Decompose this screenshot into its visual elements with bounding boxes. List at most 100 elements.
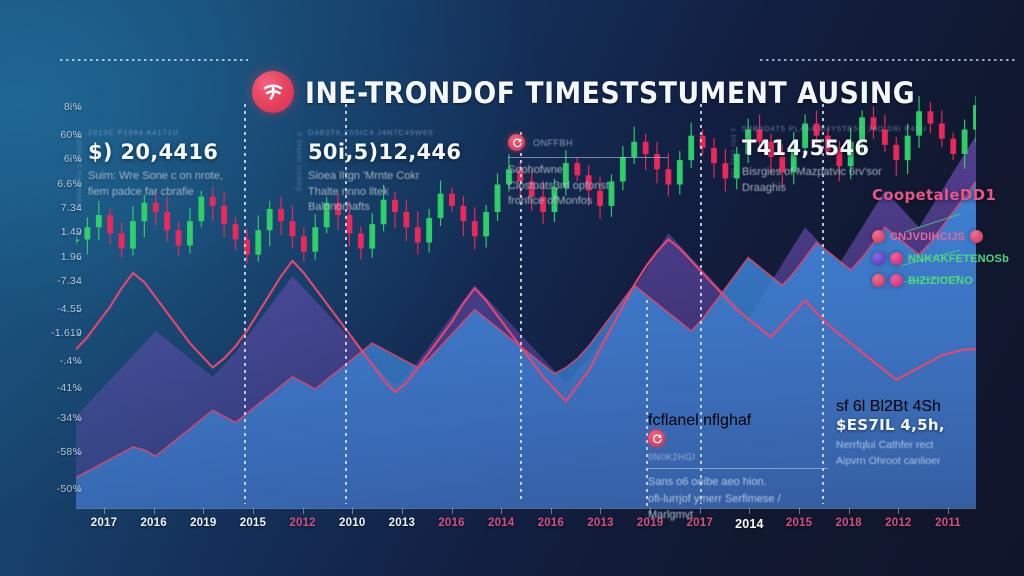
annotation-side-label: s hfrr rhsy rnt (729, 128, 736, 179)
x-axis-label: 2013 (388, 517, 416, 529)
x-axis-label: 2012 (289, 517, 316, 529)
callout-side-label: sf 6l Bl2Bt 4Sh (836, 398, 941, 415)
legend-rows: CNJVDIHCIJS NNKAKFETENOSb BIZIZIOENO (872, 230, 1009, 287)
y-axis-tick (76, 388, 81, 390)
x-axis-tick (252, 508, 254, 514)
refresh-circle-icon (648, 430, 665, 447)
callout-value: $ES7IL 4,5h, (836, 416, 945, 434)
legend-item[interactable]: BIZIZIOENO (872, 274, 1009, 287)
x-axis-tick (550, 508, 552, 514)
x-axis-label: 2013 (587, 517, 614, 529)
legend-marker-icon (890, 274, 903, 287)
annotation-line: Sioea lItgn 'Mrnte Cokr (308, 170, 420, 182)
annotation-line: Bisrgies of Mazpatvic 6rv'sor (742, 166, 882, 178)
chart-series-group (76, 96, 976, 508)
annotation-value: $) 20,4416 (88, 140, 219, 164)
y-axis-label: -50% (56, 482, 82, 495)
x-axis-tick (699, 508, 701, 514)
callout-line: Marlgmvt (648, 509, 694, 521)
area-blue (76, 181, 976, 508)
annotation-line: Suim: Wre Sone c on nrote, (88, 170, 223, 182)
annotation-card-1: Mulfimd fl tnyfrorahg 2013C P1984 A4171U… (75, 128, 223, 208)
y-axis-tick (76, 135, 81, 137)
chart-divider-line (244, 104, 246, 504)
y-axis-tick (76, 233, 81, 235)
x-axis-label: 2015 (785, 517, 813, 529)
chart-divider-line (700, 104, 702, 504)
legend-item[interactable]: CNJVDIHCIJS (872, 230, 1009, 243)
annotation-card-2: fl Sfanel lcninhg D4B3T5,2S5IC4 J4N7C49W… (295, 128, 461, 216)
x-axis-tick (948, 508, 949, 514)
callout-tag: 0N0K2HGI (648, 452, 696, 462)
y-axis-label: 60% (60, 128, 82, 141)
y-axis: 8i% 60% 6i% 6.6% 7.34 1.49 1.96 -7.34 -4.55 -1.61… (38, 96, 82, 508)
y-axis-tick (76, 257, 81, 259)
annotation-divider (508, 157, 668, 158)
annotation-line: Draaghis (742, 181, 787, 194)
y-axis-label: 1.96 (60, 250, 82, 263)
legend-item[interactable]: NNKAKFETENOSb (872, 252, 1009, 265)
annotation-line: Balonorhafts (308, 201, 370, 214)
x-axis-tick (650, 508, 652, 514)
x-axis-label: 2015 (239, 517, 267, 529)
x-axis-tick (352, 508, 354, 514)
x-axis-tick (600, 508, 602, 514)
legend-marker-trailing-icon (969, 230, 983, 243)
x-axis-tick (898, 508, 900, 514)
legend-marker-icon (872, 274, 885, 287)
bottom-callout: fcflanel nflghaf 0N0K2HGI Sans o6 oeibe … (648, 412, 828, 524)
annotation-card-4: s hfrr rhsy rnt S4B3D4T5 PL4A4 M4Y5TE5C … (729, 124, 927, 196)
y-axis-tick (76, 361, 81, 363)
x-axis-label: 2018 (835, 517, 862, 529)
x-axis-label: 2016 (140, 517, 167, 529)
callout-line: Aipvrn Ohroot canlioer (836, 454, 941, 467)
y-axis-label: 6.6% (57, 177, 82, 190)
y-axis-tick (76, 108, 81, 110)
legend-title: CoopetaleDD1 (872, 186, 997, 204)
annotation-line: fronfice ofMonfos (508, 195, 593, 208)
chart-divider-line (646, 300, 648, 508)
refresh-circle-icon (508, 134, 525, 151)
y-axis-label: -.4% (59, 354, 82, 367)
y-axis-label: -4.55 (57, 302, 82, 315)
chart-divider-line (345, 104, 347, 504)
legend-marker-icon (890, 252, 903, 265)
annotation-tag: ONFFBH (533, 137, 573, 148)
x-axis-tick (799, 508, 801, 514)
y-axis-tick (76, 208, 81, 210)
annotation-line: Thalte nnno lltek (308, 185, 389, 198)
callout-line: Nerrfqlui Cathfer rect (836, 439, 934, 451)
callout-line: ofi-lurrjof ymerr Serfimese / (648, 492, 781, 505)
x-axis-label: 2017 (686, 517, 713, 529)
line-primary-pink (76, 238, 976, 403)
x-axis-label: 2017 (90, 517, 118, 529)
header-rule-left (60, 59, 248, 61)
x-axis-label: 2016 (438, 517, 465, 529)
x-axis-tick (749, 508, 751, 514)
y-axis-tick (76, 453, 81, 455)
y-axis-tick (76, 282, 81, 284)
annotation-line: Clostoats3rd opfonst (508, 179, 609, 192)
x-axis-label: 2011 (935, 517, 961, 529)
legend-connector (901, 275, 961, 283)
y-axis-tick (76, 184, 81, 186)
x-axis-label: 2014 (487, 517, 515, 529)
chart-divider-line (822, 104, 824, 504)
legend-label: CNJVDIHCIJS (890, 230, 965, 243)
chart-divider-line (520, 132, 522, 502)
x-axis-tick (104, 508, 105, 514)
annotation-line: Soohofwne (508, 164, 564, 176)
legend-marker-icon (872, 252, 885, 265)
y-axis-tick (76, 334, 81, 336)
x-axis-label: 2014 (735, 517, 764, 531)
y-axis-label: -34% (56, 412, 82, 425)
page-title: INE-TRONDOF TIMESTSTUMENT AUSING (305, 76, 916, 110)
y-axis-label: 8i% (63, 101, 82, 114)
annotation-header-row: ONFFBH (508, 134, 668, 151)
y-axis-label: 1.49 (60, 226, 82, 239)
legend-connector (899, 249, 961, 267)
annotation-side-label: fl Sfanel lcninhg (295, 132, 302, 192)
legend-connector (904, 213, 961, 233)
x-axis-line (76, 508, 976, 509)
